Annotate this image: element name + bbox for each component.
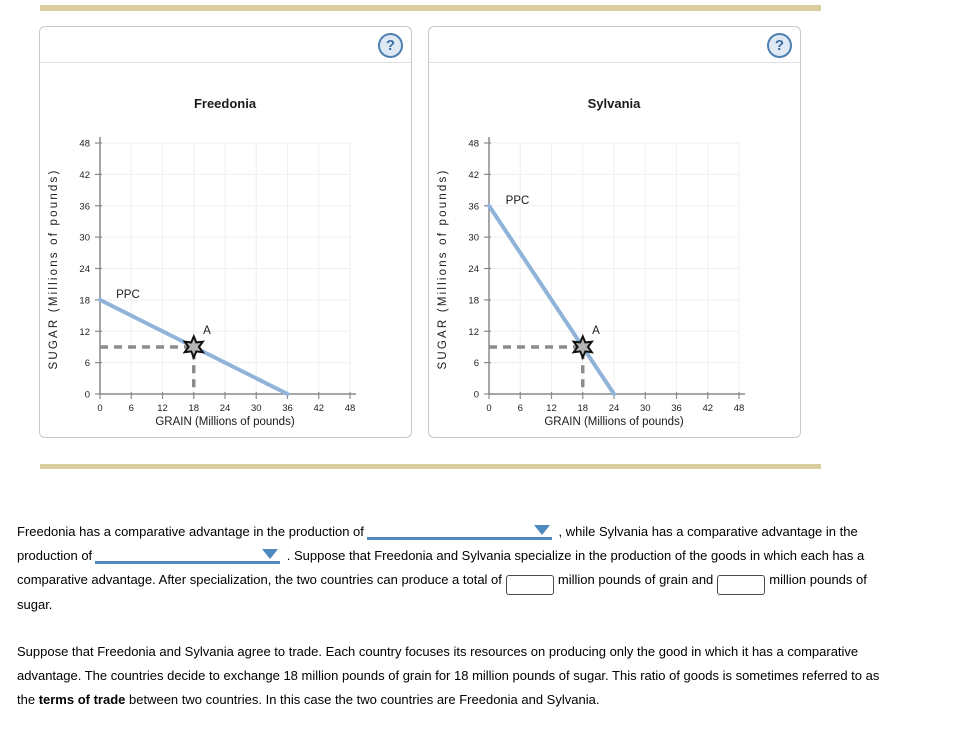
x-tick-label: 48: [345, 403, 356, 414]
point-a-label: A: [592, 325, 600, 337]
question-text: Freedonia has a comparative advantage in…: [17, 524, 364, 539]
chart-title: Sylvania: [588, 96, 642, 111]
terms-of-trade-emphasis: terms of trade: [38, 692, 126, 707]
x-tick-label: 42: [702, 403, 713, 414]
panel-header: ?: [429, 27, 800, 63]
y-axis-label: SUGAR (Millions of pounds): [437, 168, 449, 369]
x-tick-label: 24: [220, 403, 231, 414]
question-block: Freedonia has a comparative advantage in…: [17, 520, 952, 617]
x-tick-label: 48: [734, 403, 745, 414]
question-text: , while Sylvania has a comparative advan…: [554, 524, 858, 539]
ppc-label: PPC: [506, 195, 530, 207]
trade-paragraph: Suppose that Freedonia and Sylvania agre…: [17, 640, 952, 712]
y-tick-label: 6: [85, 358, 90, 369]
freedonia-advantage-dropdown[interactable]: [366, 524, 552, 540]
x-tick-label: 6: [129, 403, 134, 414]
y-axis-label: SUGAR (Millions of pounds): [48, 168, 60, 369]
ppc-line: [487, 203, 616, 396]
point-a-marker: [182, 333, 205, 360]
x-axis-label: GRAIN (Millions of pounds): [155, 416, 294, 428]
x-tick-label: 12: [157, 403, 168, 414]
x-tick-label: 0: [97, 403, 102, 414]
y-tick-label: 0: [474, 390, 479, 401]
point-a-guide-lines: [489, 345, 585, 394]
y-tick-label: 12: [468, 327, 479, 338]
paragraph-text: Suppose that Freedonia and Sylvania agre…: [17, 644, 859, 659]
x-tick-label: 30: [640, 403, 651, 414]
x-tick-label: 30: [251, 403, 262, 414]
y-tick-label: 30: [79, 233, 90, 244]
x-tick-label: 0: [486, 403, 491, 414]
x-tick-label: 18: [188, 403, 199, 414]
y-tick-label: 0: [85, 390, 90, 401]
grain-total-input[interactable]: [505, 574, 554, 595]
x-tick-label: 36: [282, 403, 293, 414]
y-tick-label: 42: [468, 170, 479, 181]
y-tick-label: 36: [79, 201, 90, 212]
x-tick-label: 12: [546, 403, 557, 414]
paragraph-text: advantage. The countries decide to excha…: [17, 668, 880, 683]
paragraph-text: the: [17, 692, 39, 707]
freedonia-chart-panel: ? Freedonia GRAIN (Millions of pounds) SUG…: [39, 26, 412, 438]
question-text: million pounds of: [769, 572, 867, 587]
x-tick-label: 36: [671, 403, 682, 414]
y-tick-label: 48: [468, 139, 479, 150]
y-tick-label: 36: [468, 201, 479, 212]
x-tick-label: 6: [518, 403, 523, 414]
help-icon[interactable]: ?: [378, 33, 403, 58]
y-tick-label: 48: [79, 139, 90, 150]
freedonia-ppc-chart: Freedonia GRAIN (Millions of pounds) SUGAR…: [48, 96, 356, 428]
y-tick-label: 18: [79, 295, 90, 306]
y-tick-label: 42: [79, 170, 90, 181]
question-text: million pounds of grain and: [557, 572, 714, 587]
paragraph-line-1: Suppose that Freedonia and Sylvania agre…: [17, 640, 952, 664]
question-text: . Suppose that Freedonia and Sylvania sp…: [283, 548, 865, 563]
y-tick-label: 12: [79, 327, 90, 338]
y-tick-label: 6: [474, 358, 479, 369]
y-tick-label: 24: [468, 264, 479, 275]
bottom-divider-rule: [40, 464, 821, 469]
sylvania-chart-panel: ? Sylvania GRAIN (Millions of pounds) SUGA…: [428, 26, 801, 438]
x-axis-label: GRAIN (Millions of pounds): [544, 416, 683, 428]
panel-header: ?: [40, 27, 411, 63]
paragraph-text: between two countries. In this case the …: [125, 692, 600, 707]
top-divider-rule: [40, 5, 821, 11]
question-line-1: Freedonia has a comparative advantage in…: [17, 520, 952, 544]
sylvania-advantage-dropdown[interactable]: [95, 548, 281, 564]
paragraph-line-3: the terms of trade between two countries…: [17, 688, 952, 712]
x-tick-label: 42: [313, 403, 324, 414]
sugar-total-input[interactable]: [717, 574, 766, 595]
point-a-guide-lines: [100, 345, 196, 394]
question-text: comparative advantage. After specializat…: [17, 572, 502, 587]
question-line-2: production of . Suppose that Freedonia a…: [17, 544, 952, 568]
sylvania-ppc-chart: Sylvania GRAIN (Millions of pounds) SUGAR …: [437, 96, 745, 428]
x-tick-label: 24: [609, 403, 620, 414]
dropdown-arrow-icon: [262, 549, 279, 559]
y-tick-label: 18: [468, 295, 479, 306]
y-tick-label: 24: [79, 264, 90, 275]
ppc-label: PPC: [116, 289, 140, 301]
dropdown-arrow-icon: [533, 525, 550, 535]
question-line-4: sugar.: [17, 593, 952, 617]
question-line-3: comparative advantage. After specializat…: [17, 568, 952, 595]
question-text: sugar.: [17, 597, 53, 612]
help-icon[interactable]: ?: [767, 33, 792, 58]
question-text: production of: [17, 548, 93, 563]
chart-title: Freedonia: [194, 96, 257, 111]
y-tick-label: 30: [468, 233, 479, 244]
x-tick-label: 18: [577, 403, 588, 414]
point-a-marker: [571, 333, 594, 360]
paragraph-line-2: advantage. The countries decide to excha…: [17, 664, 952, 688]
point-a-label: A: [203, 325, 211, 337]
